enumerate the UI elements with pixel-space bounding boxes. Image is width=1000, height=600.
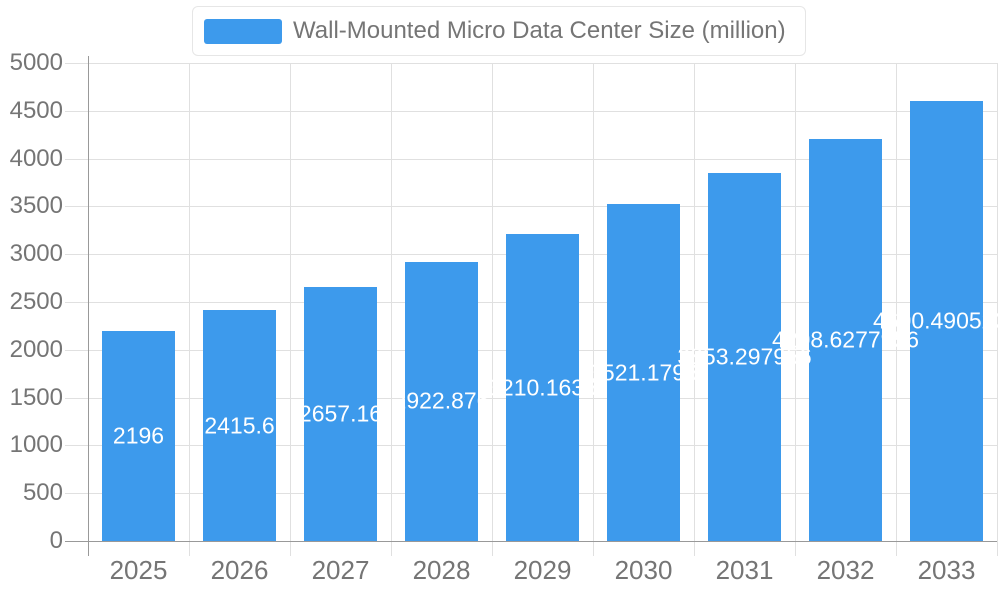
y-axis-tick-label: 1500 — [9, 383, 63, 411]
y-axis-tick-label: 0 — [49, 527, 63, 554]
y-axis-tick-label: 3000 — [9, 240, 63, 268]
grid-line-vertical — [694, 63, 695, 556]
y-axis-tick-label: 4500 — [9, 96, 63, 124]
grid-line-horizontal — [65, 206, 997, 208]
bar — [203, 310, 276, 541]
bar-value-label: 4208.6277956 — [771, 326, 920, 353]
y-axis-tick-label: 1000 — [9, 431, 63, 459]
x-axis-tick-label: 2028 — [412, 555, 471, 585]
x-axis-line — [65, 541, 997, 542]
x-axis-tick-label: 2031 — [715, 555, 774, 585]
bar — [304, 286, 377, 541]
x-axis-tick-label: 2033 — [917, 555, 976, 585]
y-axis-tick-label: 5000 — [9, 49, 63, 76]
grid-line-vertical — [189, 63, 190, 556]
x-axis-tick-label: 2026 — [210, 555, 269, 585]
y-axis-line — [88, 56, 89, 556]
grid-line-horizontal — [65, 158, 997, 160]
legend-label: Wall-Mounted Micro Data Center Size (mil… — [293, 17, 786, 44]
y-axis-tick-label: 500 — [22, 479, 63, 507]
bar-value-label: 2657.16 — [298, 400, 383, 427]
x-axis-tick-label: 2030 — [614, 555, 673, 585]
grid-line-horizontal — [65, 110, 997, 112]
grid-line-vertical — [896, 63, 897, 556]
grid-line-vertical — [391, 63, 392, 556]
bar-value-label: 2415.6 — [204, 412, 275, 439]
grid-line-horizontal — [65, 63, 997, 64]
legend-color-swatch — [204, 18, 282, 44]
x-axis-tick-label: 2029 — [513, 555, 572, 585]
bar — [910, 101, 983, 541]
x-axis-tick-label: 2025 — [109, 555, 168, 585]
bar-value-label: 4600.4905236 — [872, 307, 1000, 334]
x-axis-tick-label: 2027 — [311, 555, 370, 585]
bar — [809, 138, 882, 541]
bar-value-label: 2196 — [112, 422, 165, 449]
legend-item[interactable]: Wall-Mounted Micro Data Center Size (mil… — [192, 6, 806, 56]
y-axis-tick-label: 3500 — [9, 192, 63, 220]
y-axis-tick-label: 4000 — [9, 144, 63, 172]
grid-line-vertical — [290, 63, 291, 556]
bar — [102, 331, 175, 541]
bar — [405, 261, 478, 541]
grid-line-vertical — [492, 63, 493, 556]
bar — [708, 172, 781, 541]
bar — [607, 204, 680, 541]
grid-line-vertical — [795, 63, 796, 556]
bar — [506, 234, 579, 541]
grid-line-vertical — [593, 63, 594, 556]
grid-line-vertical — [997, 63, 998, 556]
bar-value-label: 3853.297956 — [677, 343, 812, 370]
y-axis-tick-label: 2500 — [9, 288, 63, 315]
y-axis-tick-label: 2000 — [9, 335, 63, 363]
x-axis-tick-label: 2032 — [816, 555, 875, 585]
bar-value-label: 3210.1636 — [488, 374, 597, 401]
bar-value-label: 2922.876 — [393, 387, 490, 414]
bar-value-label: 3521.1796 — [589, 359, 698, 386]
